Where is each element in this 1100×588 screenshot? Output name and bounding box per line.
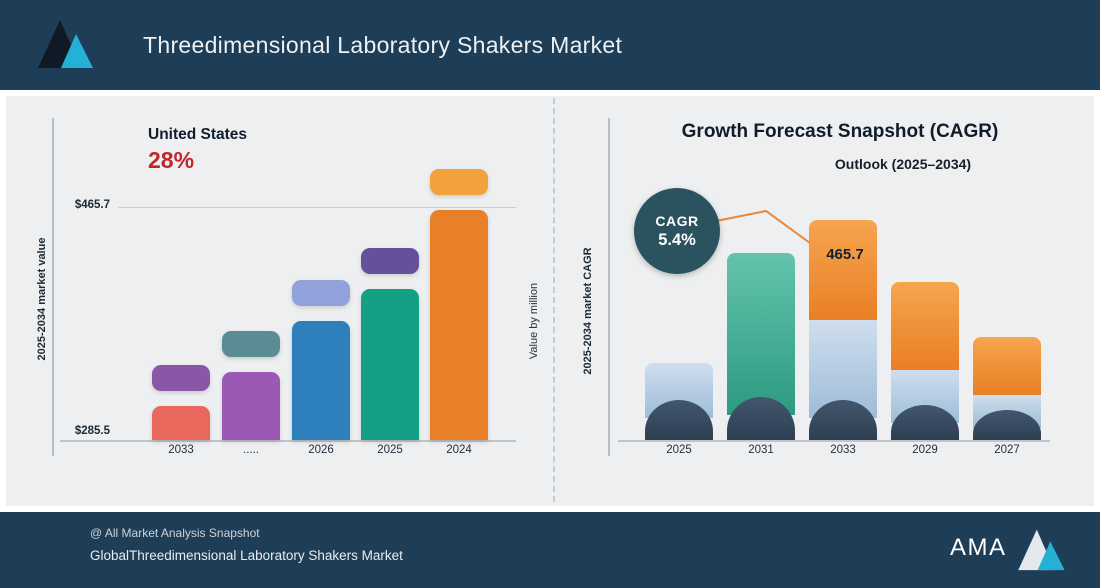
us-y-axis-label: 2025-2034 market value	[36, 237, 48, 361]
footer-bar: @ All Market Analysis Snapshot GlobalThr…	[0, 512, 1100, 588]
cagr-x-axis-line	[618, 440, 1050, 442]
peak-value-annotation: 465.7	[826, 246, 864, 263]
page-title: Threedimensional Laboratory Shakers Mark…	[143, 31, 623, 58]
ama-logo-icon	[38, 20, 93, 68]
value-by-million-label: Value by million	[528, 282, 540, 360]
cagr-badge: CAGR 5.4%	[634, 188, 720, 274]
forecast-subtitle: Outlook (2025–2034)	[834, 156, 972, 172]
cagr-y-axis-label: 2025-2034 market CAGR	[582, 247, 594, 375]
footer-brand-text: AMA	[950, 534, 1007, 561]
footer-tagline: @ All Market Analysis Snapshot	[90, 526, 260, 540]
cagr-badge-title: CAGR	[655, 212, 699, 229]
cagr-y-axis-line	[608, 118, 610, 456]
footer-market-name: GlobalThreedimensional Laboratory Shaker…	[90, 548, 403, 563]
ama-logo-footer-icon	[1018, 529, 1065, 571]
region-label: United States	[148, 126, 248, 143]
cagr-badge-value: 5.4%	[658, 230, 696, 249]
panel-divider	[553, 98, 555, 502]
us-y-axis-line	[52, 118, 54, 456]
highlight-percentage: 28%	[148, 147, 195, 173]
header-bar: Threedimensional Laboratory Shakers Mark…	[0, 0, 1100, 90]
us-x-axis-line	[60, 440, 516, 442]
forecast-title: Growth Forecast Snapshot (CAGR)	[681, 121, 999, 142]
